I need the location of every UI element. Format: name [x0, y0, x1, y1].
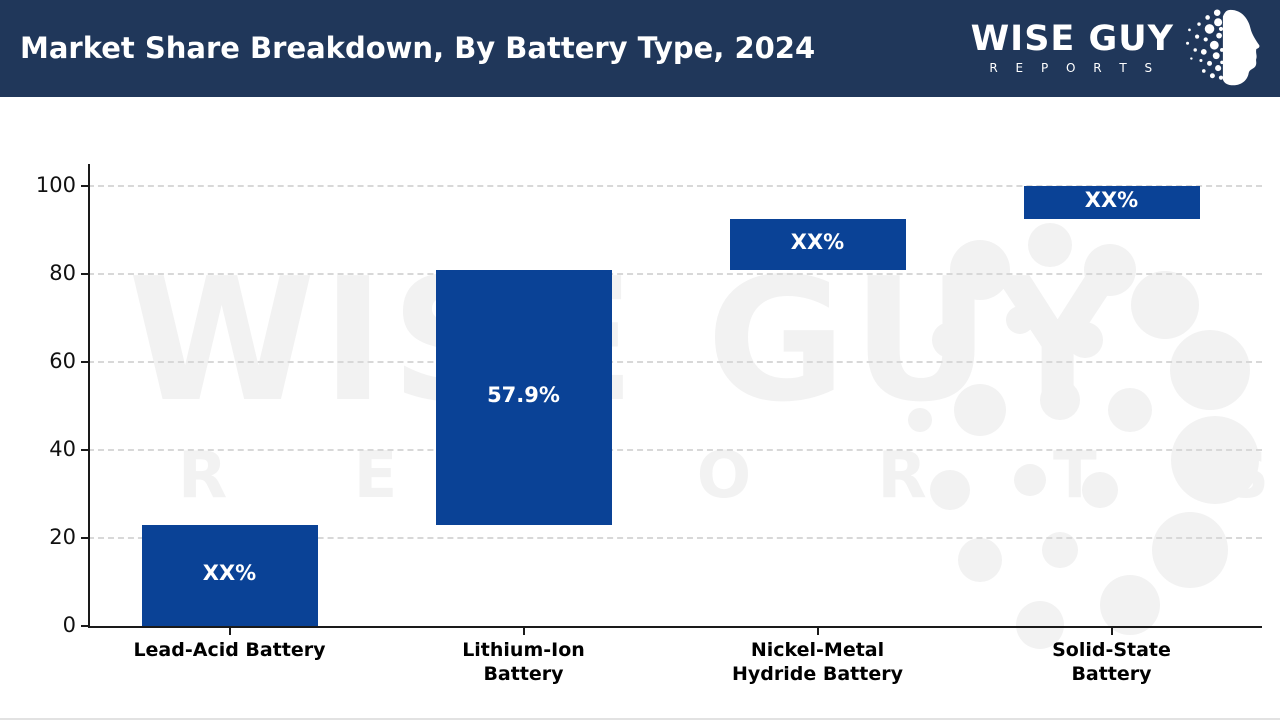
y-axis-tick-mark: [81, 448, 88, 451]
x-axis-tick-mark: [816, 628, 819, 635]
gridline-y-40: [88, 448, 1262, 451]
x-axis-category-label: Nickel-Metal Hydride Battery: [732, 639, 903, 685]
x-axis-category-label: Lead-Acid Battery: [133, 639, 326, 661]
gridline-y-60: [88, 360, 1262, 363]
logo-wordmark: WISE GUY R E P O R T S: [970, 19, 1174, 76]
bar-segment: [1023, 185, 1200, 219]
logo-brand-text: WISE GUY: [970, 19, 1174, 59]
y-axis-tick-label: 80: [49, 260, 76, 285]
gridline-y-100: [88, 184, 1262, 187]
y-axis-tick-label: 40: [49, 436, 76, 461]
logo: WISE GUY R E P O R T S: [971, 5, 1264, 93]
bar-segment: [729, 218, 906, 270]
y-axis-tick-mark: [81, 272, 88, 275]
bar-segment: [435, 269, 612, 525]
bar-value-label: 57.9%: [487, 383, 560, 408]
y-axis-tick-mark: [81, 184, 88, 187]
y-axis-tick-label: 0: [62, 613, 76, 637]
x-axis-tick-mark: [1110, 628, 1113, 635]
x-axis-tick-mark: [522, 628, 525, 635]
y-axis-tick-label: 60: [49, 348, 76, 373]
bar-value-label: XX%: [202, 561, 257, 586]
x-axis-category-label: Lithium-Ion Battery: [462, 639, 585, 685]
page-title: Market Share Breakdown, By Battery Type,…: [20, 30, 816, 65]
x-axis-line: [88, 626, 1262, 628]
gridline-y-20: [88, 536, 1262, 539]
bar-value-label: XX%: [1084, 188, 1139, 213]
y-axis-tick-label: 100: [35, 172, 76, 197]
header: Market Share Breakdown, By Battery Type,…: [0, 0, 1280, 97]
watermark-head-icon: [908, 223, 1259, 649]
bar-value-label: XX%: [790, 230, 845, 255]
y-axis-tick-mark: [81, 625, 88, 627]
gridline-y-80: [88, 272, 1262, 275]
y-axis-tick-mark: [81, 360, 88, 363]
logo-reports-text: R E P O R T S: [989, 61, 1160, 75]
y-axis-line: [88, 164, 90, 628]
x-axis-category-label: Solid-State Battery: [1052, 639, 1171, 685]
bar-segment: [141, 524, 318, 626]
y-axis-tick-mark: [81, 536, 88, 539]
y-axis-tick-label: 20: [49, 524, 76, 549]
logo-head-icon: [1186, 8, 1260, 85]
x-axis-tick-mark: [228, 628, 231, 635]
